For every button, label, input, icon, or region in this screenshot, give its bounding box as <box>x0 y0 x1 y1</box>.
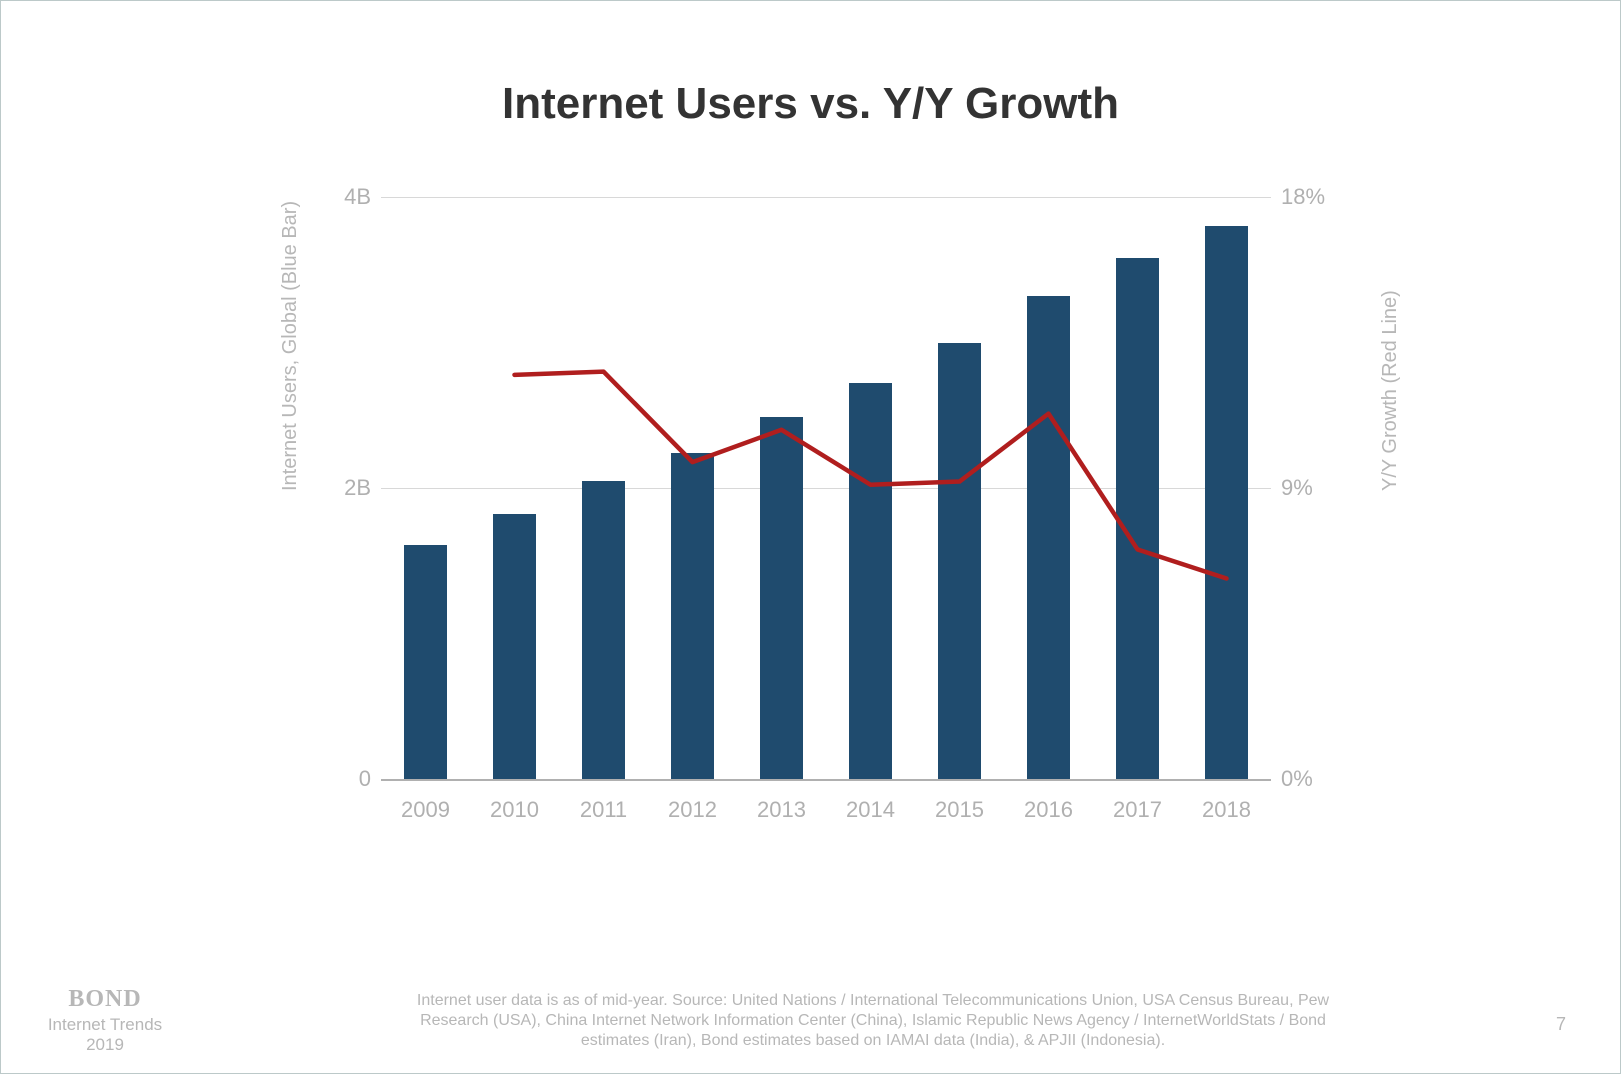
brand-name: BOND <box>25 986 185 1013</box>
footer-source-text: Internet user data is as of mid-year. So… <box>406 991 1340 1051</box>
chart-line-svg <box>381 197 1271 779</box>
slide: Internet Users vs. Y/Y Growth Internet U… <box>0 0 1621 1074</box>
x-axis-label: 2012 <box>668 797 717 823</box>
x-axis-label: 2010 <box>490 797 539 823</box>
x-axis-label: 2011 <box>580 797 627 823</box>
slide-footer: BOND Internet Trends 2019 Internet user … <box>1 978 1620 1073</box>
x-axis-label: 2017 <box>1113 797 1162 823</box>
footer-brand: BOND Internet Trends 2019 <box>25 986 185 1055</box>
brand-year: 2019 <box>25 1035 185 1055</box>
y-left-tick: 2B <box>344 475 371 501</box>
x-axis-label: 2009 <box>401 797 450 823</box>
y-axis-right-label: Y/Y Growth (Red Line) <box>1379 290 1402 491</box>
chart-growth-line <box>515 372 1227 579</box>
y-right-tick: 18% <box>1281 184 1325 210</box>
y-right-tick: 9% <box>1281 475 1313 501</box>
x-axis-label: 2016 <box>1024 797 1073 823</box>
page-number: 7 <box>1556 1014 1566 1035</box>
x-axis-label: 2015 <box>935 797 984 823</box>
y-left-tick: 0 <box>359 766 371 792</box>
x-axis-label: 2013 <box>757 797 806 823</box>
y-axis-left-label: Internet Users, Global (Blue Bar) <box>279 201 302 491</box>
y-left-tick: 4B <box>344 184 371 210</box>
chart-title: Internet Users vs. Y/Y Growth <box>1 79 1620 129</box>
brand-subtitle: Internet Trends <box>25 1015 185 1035</box>
x-axis-label: 2014 <box>846 797 895 823</box>
x-axis-label: 2018 <box>1202 797 1251 823</box>
chart-baseline <box>381 779 1271 781</box>
y-right-tick: 0% <box>1281 766 1313 792</box>
chart-plot-area: 02B4B0%9%18%2009201020112012201320142015… <box>381 197 1271 779</box>
